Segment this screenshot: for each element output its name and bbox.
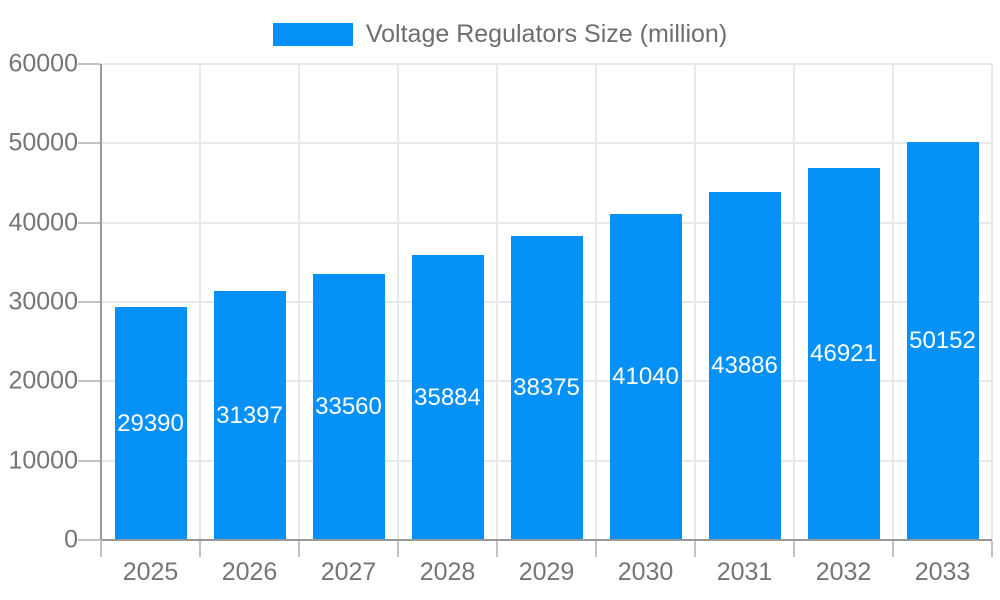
x-axis-labels: 2025 2026 2027 2028 2029 2030 2031 2032 2033 — [101, 558, 992, 588]
x-gridline — [991, 64, 993, 540]
x-tick — [793, 541, 795, 557]
x-gridline — [397, 64, 399, 540]
x-tick-label: 2028 — [419, 558, 476, 586]
y-tick-label: 0 — [64, 525, 78, 554]
y-gridline — [101, 63, 992, 65]
legend-label: Voltage Regulators Size (million) — [365, 20, 728, 48]
legend-swatch — [272, 22, 353, 46]
y-axis-line — [100, 64, 102, 540]
x-tick — [991, 541, 993, 557]
bar-value-label: 41040 — [612, 363, 679, 390]
y-tick-label: 30000 — [8, 287, 78, 316]
bar: 38375 — [510, 236, 583, 540]
x-tick — [694, 541, 696, 557]
y-tick-label: 20000 — [8, 366, 78, 395]
x-tick — [397, 541, 399, 557]
bar: 35884 — [411, 255, 484, 540]
y-tick-label: 60000 — [8, 49, 78, 78]
x-tick-label: 2029 — [518, 558, 575, 586]
x-tick — [595, 541, 597, 557]
bar-value-label: 43886 — [711, 352, 778, 379]
plot-area: 29390 31397 33560 35884 38375 41040 43886 46921… — [78, 63, 993, 557]
legend: Voltage Regulators Size (million) — [0, 20, 1000, 48]
x-tick-label: 2031 — [716, 558, 773, 586]
y-tick — [78, 459, 100, 462]
bar: 29390 — [114, 307, 187, 540]
y-tick-label: 10000 — [8, 446, 78, 475]
y-tick-label: 50000 — [8, 128, 78, 157]
bar-value-label: 29390 — [117, 409, 184, 437]
x-gridline — [892, 64, 894, 540]
y-tick — [78, 63, 100, 65]
x-tick-label: 2026 — [221, 558, 278, 586]
x-tick-label: 2032 — [815, 558, 872, 586]
x-tick-label: 2025 — [122, 558, 179, 586]
bar: 50152 — [906, 142, 979, 540]
y-tick — [78, 142, 100, 145]
y-tick — [78, 539, 100, 541]
x-tick — [100, 541, 102, 557]
y-axis-labels: 0 10000 20000 30000 40000 50000 60000 — [0, 50, 78, 554]
x-tick-label: 2030 — [617, 558, 674, 586]
y-tick — [78, 380, 100, 383]
bar: 33560 — [312, 274, 385, 540]
y-gridline — [101, 142, 992, 145]
bar-value-label: 35884 — [414, 383, 481, 411]
bar-value-label: 46921 — [810, 340, 877, 367]
x-gridline — [694, 64, 696, 540]
bar: 41040 — [609, 214, 682, 540]
x-gridline — [298, 64, 300, 540]
bar-value-label: 33560 — [315, 393, 382, 420]
y-tick-label: 40000 — [8, 208, 78, 237]
x-tick-label: 2027 — [320, 558, 377, 586]
x-tick — [892, 541, 894, 557]
bar: 43886 — [708, 192, 781, 540]
x-gridline — [199, 64, 201, 540]
bar-value-label: 50152 — [909, 327, 976, 354]
y-tick — [78, 301, 100, 303]
x-tick — [199, 541, 201, 557]
x-tick-label: 2033 — [914, 558, 971, 586]
bar-value-label: 31397 — [216, 401, 283, 429]
bar: 46921 — [807, 168, 880, 540]
x-gridline — [793, 64, 795, 540]
y-tick — [78, 221, 100, 224]
y-gridline — [101, 221, 992, 224]
x-tick — [298, 541, 300, 557]
x-gridline — [496, 64, 498, 540]
bar-value-label: 38375 — [513, 374, 580, 401]
bar: 31397 — [213, 291, 286, 540]
x-axis-line — [101, 539, 992, 541]
x-tick — [496, 541, 498, 557]
x-gridline — [595, 64, 597, 540]
